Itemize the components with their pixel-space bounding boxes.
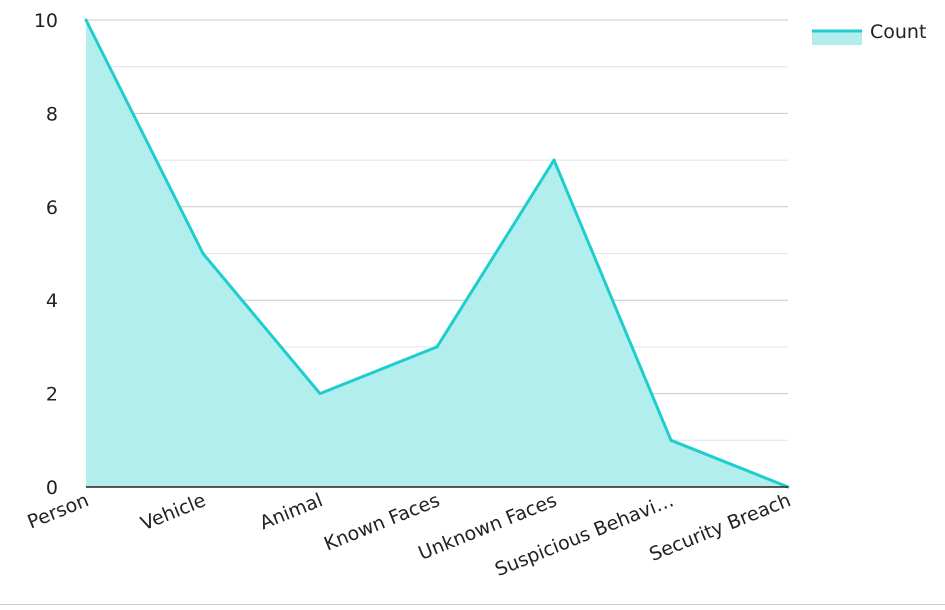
x-tick-label: Person [24, 489, 91, 533]
legend-label-count: Count [870, 21, 926, 43]
y-tick-label: 2 [46, 384, 58, 406]
y-tick-label: 10 [34, 10, 58, 32]
data-point [669, 438, 673, 442]
data-point [84, 18, 88, 22]
data-point [318, 392, 322, 396]
legend-swatch [812, 31, 862, 45]
x-tick-label: Vehicle [138, 489, 209, 535]
y-tick-label: 4 [46, 290, 58, 312]
y-tick-label: 8 [46, 103, 58, 125]
y-tick-label: 6 [46, 197, 58, 219]
x-tick-label: Animal [257, 489, 326, 534]
legend[interactable]: Count [812, 21, 926, 45]
plot-area [84, 18, 790, 489]
data-point [201, 252, 205, 255]
bottom-divider [0, 604, 945, 605]
series-area-0 [86, 20, 788, 487]
y-axis-ticks: 0 2 4 6 8 10 [34, 10, 58, 499]
y-tick-label: 0 [46, 477, 58, 499]
data-point [552, 158, 556, 162]
data-point [435, 345, 439, 349]
